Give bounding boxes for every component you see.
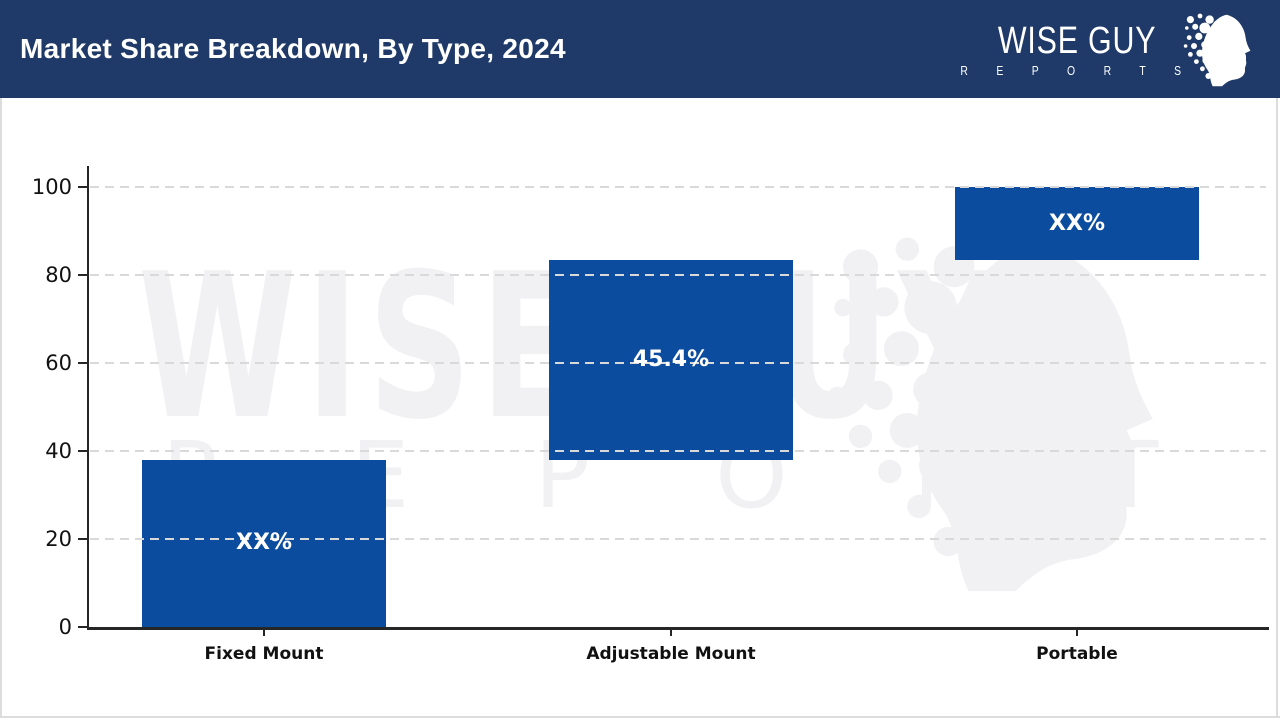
brand-tagline: R E P O R T S xyxy=(960,62,1194,78)
frame-left-border xyxy=(0,98,2,718)
y-tick-label: 40 xyxy=(45,439,72,463)
gridline-60 xyxy=(90,362,1266,364)
bar-value-label: 45.4% xyxy=(632,346,710,372)
brand-logo: WISE GUY R E P O R T S xyxy=(902,8,1254,90)
y-tick-label: 80 xyxy=(45,263,72,287)
x-category-label: Portable xyxy=(1036,644,1118,664)
bar-value-label: XX% xyxy=(1049,210,1105,236)
brand-logo-text: WISE GUY R E P O R T S xyxy=(961,22,1194,77)
watermark-head-icon xyxy=(812,220,1178,600)
plot-area: WISE GUY R E P O R T S 0 20 40 60 80 100 Fixed… xyxy=(0,98,1280,720)
frame-right-border xyxy=(1276,98,1278,718)
y-tick-mark xyxy=(78,274,87,276)
x-category-label: Adjustable Mount xyxy=(586,644,756,664)
y-tick-mark xyxy=(78,362,87,364)
y-tick-mark xyxy=(78,186,87,188)
bar-adjustable-mount xyxy=(549,260,793,460)
y-tick-label: 20 xyxy=(45,527,72,551)
gridline-40 xyxy=(90,450,1266,452)
frame-bottom-border xyxy=(0,716,1280,718)
gridline-80 xyxy=(90,274,1266,276)
gridline-100 xyxy=(90,186,1266,188)
x-tick-mark xyxy=(670,627,672,636)
bar-fixed-mount xyxy=(142,459,386,627)
x-axis-spine xyxy=(87,627,1269,630)
y-tick-label: 100 xyxy=(31,175,72,199)
x-tick-mark xyxy=(1076,627,1078,636)
y-tick-mark xyxy=(78,450,87,452)
y-tick-mark xyxy=(78,626,87,628)
report-header: Market Share Breakdown, By Type, 2024 WI… xyxy=(0,0,1280,98)
chart-title: Market Share Breakdown, By Type, 2024 xyxy=(20,33,566,64)
y-axis-spine xyxy=(87,166,89,628)
x-tick-mark xyxy=(263,627,265,636)
bar-value-label: XX% xyxy=(236,530,292,556)
gridline-20 xyxy=(90,538,1266,540)
brand-name: WISE GUY xyxy=(998,19,1157,62)
bar-portable xyxy=(955,187,1199,261)
y-tick-label: 60 xyxy=(45,351,72,375)
y-tick-label: 0 xyxy=(58,615,72,639)
y-tick-mark xyxy=(78,538,87,540)
x-category-label: Fixed Mount xyxy=(204,644,324,664)
